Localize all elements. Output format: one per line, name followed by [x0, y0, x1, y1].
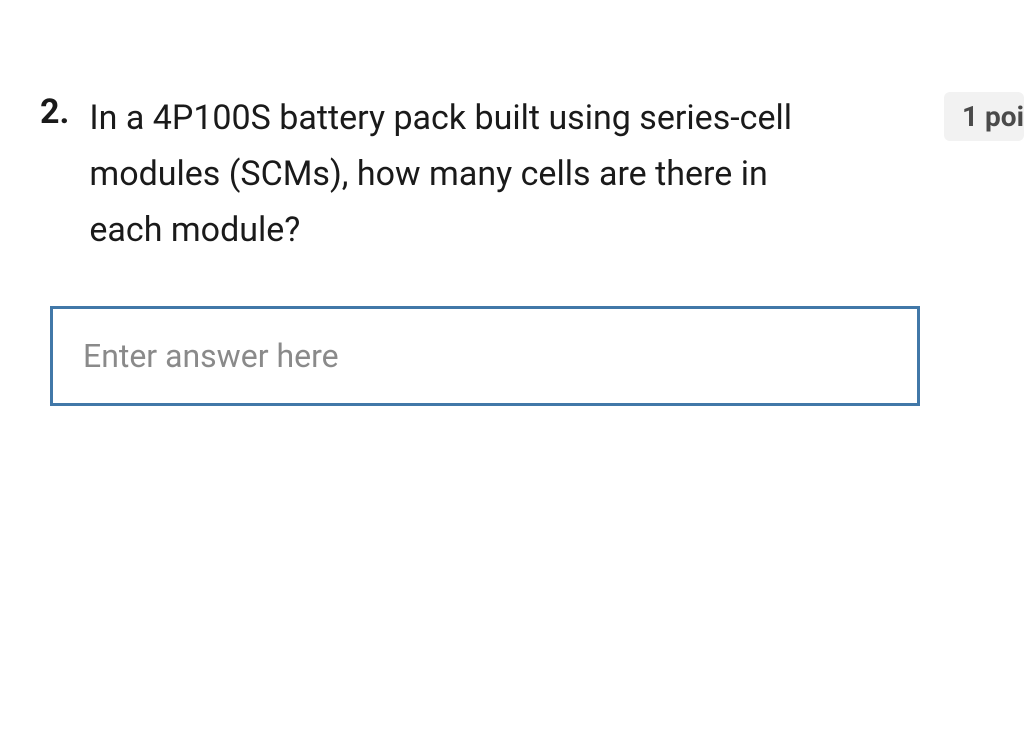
question-number: 2. [40, 92, 69, 132]
answer-input[interactable] [50, 306, 920, 406]
points-badge: 1 poi [944, 92, 1024, 141]
answer-wrapper [106, 258, 1024, 406]
question-text: In a 4P100S battery pack built using ser… [89, 90, 809, 258]
question-body: In a 4P100S battery pack built using ser… [89, 90, 1024, 258]
question-container: 2. In a 4P100S battery pack built using … [40, 90, 1024, 258]
question-row: In a 4P100S battery pack built using ser… [89, 90, 1024, 258]
